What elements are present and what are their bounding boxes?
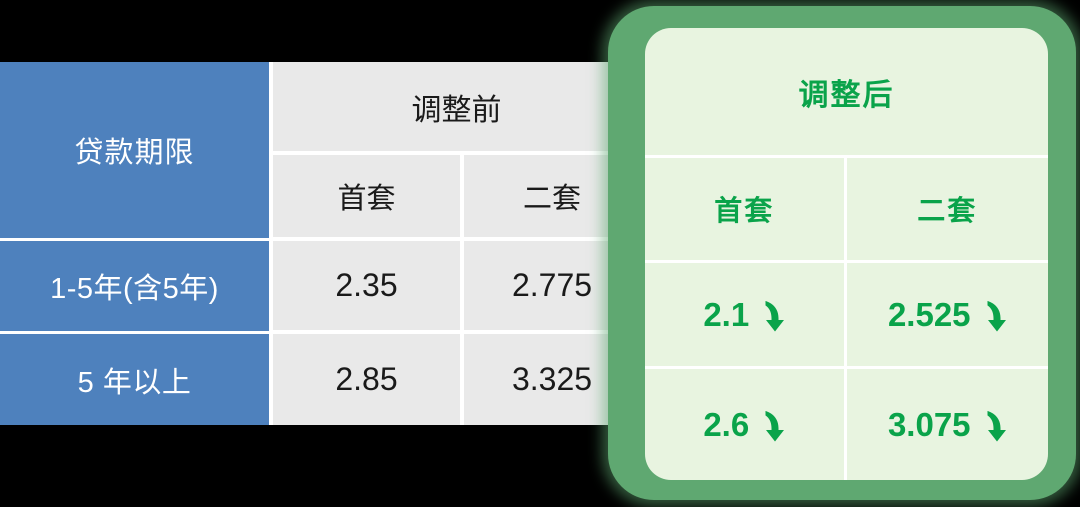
before-adjustment-title-cell: 调整前 [273,62,640,155]
after-first-home-header-label: 首套 [714,195,775,226]
after-adjustment-title: 调整后 [798,78,895,112]
loan-term-row-1-label: 1-5年(含5年) [50,273,219,305]
before-adjustment-table: 贷款期限 调整前 首套 二套 1-5年(含5年) 2.35 2.775 5 年以… [0,62,640,425]
loan-term-header-cell: 贷款期限 [0,62,273,241]
after-second-home-row-1-value: 2.525 [887,295,971,333]
before-adjustment-title: 调整前 [411,93,502,127]
loan-term-row-1-cell: 1-5年(含5年) [0,241,273,334]
down-arrow-icon [981,408,1007,442]
after-second-home-row-1-cell: 2.525 [846,263,1048,369]
before-first-home-row-2-value: 2.85 [335,361,398,397]
after-first-home-row-1-cell: 2.1 [645,263,847,369]
loan-term-row-2-label: 5 年以上 [77,366,192,399]
after-second-home-row-2-cell: 3.075 [847,369,1049,480]
after-adjustment-panel: 调整后 首套 二套 2.1 2.525 [608,6,1076,500]
before-second-home-row-2-value: 3.325 [511,361,593,397]
before-first-home-row-1-cell: 2.35 [273,241,464,334]
after-second-home-header-cell: 二套 [846,158,1048,263]
after-second-home-row-2-value: 3.075 [887,405,971,443]
after-first-home-header-cell: 首套 [645,158,847,263]
after-first-home-row-2-value: 2.6 [703,405,750,443]
after-adjustment-title-cell: 调整后 [645,28,1048,158]
before-first-home-header-cell: 首套 [273,155,464,241]
before-first-home-row-1-value: 2.35 [335,267,398,303]
before-first-home-header-label: 首套 [337,183,396,215]
after-second-home-header-label: 二套 [917,195,978,226]
down-arrow-icon [759,298,785,332]
before-second-home-header-label: 二套 [522,183,581,215]
before-second-home-row-1-value: 2.775 [511,267,593,303]
down-arrow-icon [759,408,785,442]
down-arrow-icon [981,298,1007,332]
after-first-home-row-2-cell: 2.6 [645,369,847,480]
after-first-home-row-1-value: 2.1 [703,295,750,333]
after-adjustment-card: 调整后 首套 二套 2.1 2.525 [645,28,1048,480]
loan-term-header-label: 贷款期限 [74,137,195,169]
before-first-home-row-2-cell: 2.85 [273,334,464,425]
loan-term-row-2-cell: 5 年以上 [0,334,273,425]
